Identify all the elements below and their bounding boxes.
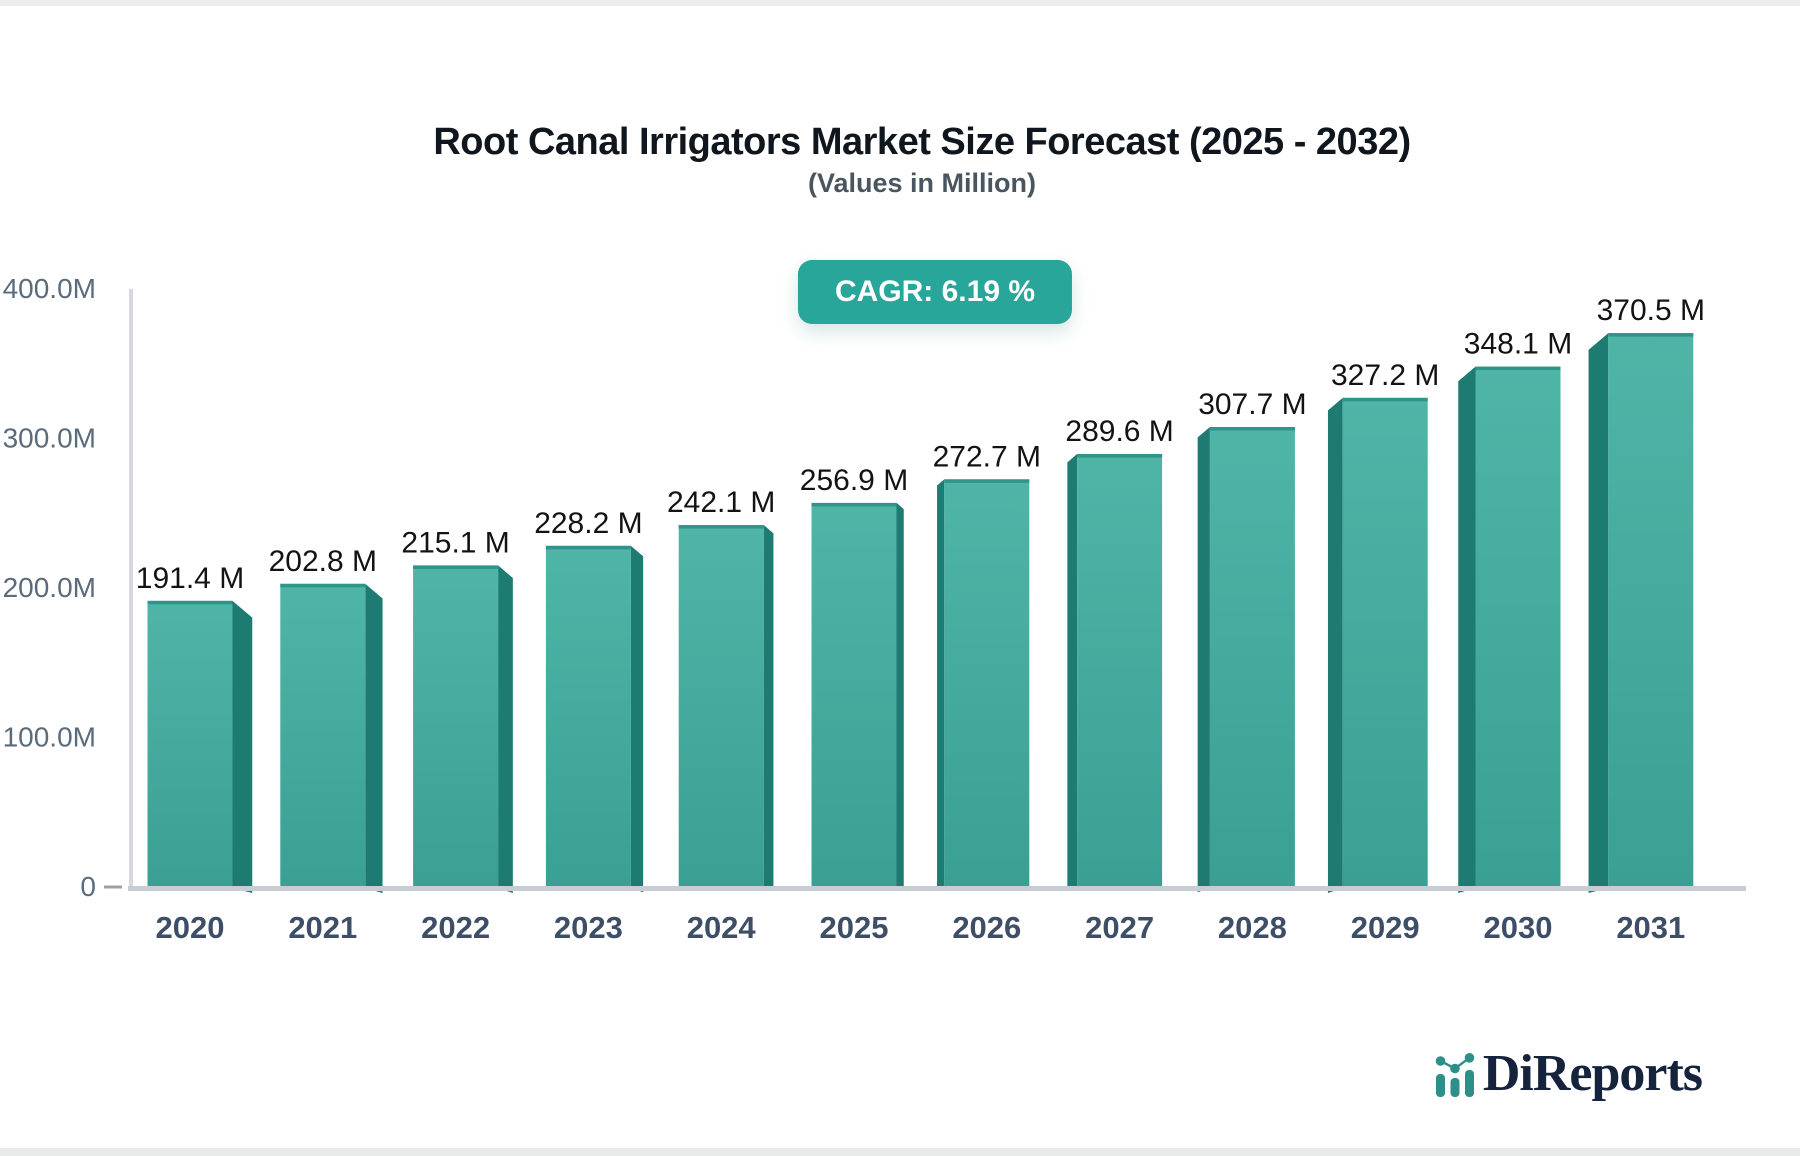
bar-side-face (937, 479, 945, 891)
year-label: 2022 (421, 910, 490, 945)
y-tick-label: 300.0M (3, 423, 96, 454)
logo-text: DiReports (1482, 1045, 1703, 1102)
bar-side-face (365, 583, 383, 893)
y-tick-label: 200.0M (3, 572, 96, 603)
direports-logo: DiReports (1435, 1038, 1703, 1102)
bar (1342, 397, 1428, 887)
bar (1209, 426, 1295, 887)
y-tick-label: 400.0M (3, 273, 96, 304)
bar-group-2028: 307.7 M 2028 (1197, 388, 1307, 945)
year-label: 2024 (687, 910, 757, 945)
bar-top-edge (1608, 333, 1694, 337)
bar-group-2031: 370.5 M 2031 (1588, 294, 1705, 945)
bar-side-face (1588, 333, 1609, 893)
bar-side-face (1327, 397, 1343, 893)
value-label: 307.7 M (1198, 388, 1306, 421)
bar-group-2025: 256.9 M 2025 (800, 464, 908, 945)
cagr-badge: CAGR: 6.19 % (797, 260, 1073, 324)
bar-side-face (1197, 426, 1210, 893)
bar (811, 502, 897, 887)
bar-chart-trend-icon (1435, 1053, 1475, 1097)
bar-side-face (630, 545, 644, 893)
bar-group-2023: 228.2 M 2023 (534, 507, 644, 945)
year-label: 2026 (952, 910, 1021, 945)
value-label: 256.9 M (800, 464, 908, 497)
value-label: 327.2 M (1331, 359, 1439, 392)
bar (678, 525, 764, 887)
bar-group-2020: 191.4 M 2020 (136, 562, 253, 945)
bar-side-face (763, 525, 774, 892)
bar-side-face (1067, 454, 1078, 892)
page-bottom-edge (0, 1148, 1800, 1156)
page-top-edge (0, 0, 1800, 6)
year-label: 2028 (1218, 910, 1287, 945)
bar (1475, 366, 1561, 887)
value-label: 272.7 M (933, 440, 1041, 473)
bar-top-edge (1342, 397, 1428, 402)
bar-top-edge (147, 600, 233, 605)
value-label: 191.4 M (136, 562, 244, 595)
year-label: 2023 (554, 910, 623, 945)
bar-top-edge (413, 565, 499, 569)
bar-top-edge (678, 525, 764, 529)
year-label: 2029 (1351, 910, 1420, 945)
value-label: 348.1 M (1464, 328, 1572, 361)
bar (1608, 333, 1694, 887)
bar (1077, 454, 1163, 887)
year-label: 2027 (1085, 910, 1154, 945)
value-label: 228.2 M (534, 507, 642, 540)
value-label: 202.8 M (269, 545, 377, 578)
bar-top-edge (1077, 454, 1163, 458)
year-label: 2025 (820, 910, 889, 945)
bar-group-2026: 272.7 M 2026 (933, 440, 1041, 945)
bar (147, 600, 233, 887)
bar-side-face (1458, 366, 1476, 893)
year-label: 2021 (288, 910, 357, 945)
bar-group-2022: 215.1 M 2022 (401, 526, 513, 945)
bar-group-2027: 289.6 M 2027 (1065, 415, 1173, 945)
year-label: 2020 (156, 910, 225, 945)
bar-top-edge (280, 583, 366, 588)
value-label: 370.5 M (1597, 294, 1705, 327)
bar (413, 565, 499, 887)
year-label: 2030 (1484, 910, 1553, 945)
bar (545, 545, 631, 887)
bar-side-face (232, 600, 253, 893)
bar-top-edge (1209, 426, 1295, 431)
bar-group-2029: 327.2 M 2029 (1327, 359, 1439, 945)
value-label: 215.1 M (401, 526, 509, 559)
bar-side-face (498, 565, 513, 893)
chart-subtitle: (Values in Million) (807, 168, 1037, 198)
bar-side-face (896, 502, 904, 891)
bar-top-edge (1475, 366, 1561, 371)
y-tick-label: 0 (80, 871, 96, 902)
bar-top-edge (944, 479, 1030, 483)
year-label: 2031 (1616, 910, 1685, 945)
chart-title: Root Canal Irrigators Market Size Foreca… (433, 121, 1411, 164)
bar-top-edge (545, 545, 631, 550)
value-label: 242.1 M (667, 486, 775, 519)
bar-group-2030: 348.1 M 2030 (1458, 328, 1572, 945)
bar (280, 583, 366, 887)
bar (944, 479, 1030, 887)
y-tick-label: 100.0M (3, 722, 96, 753)
bar-top-edge (811, 502, 897, 507)
bar-group-2024: 242.1 M 2024 (667, 486, 775, 945)
value-label: 289.6 M (1065, 415, 1173, 448)
bar-group-2021: 202.8 M 2021 (269, 545, 383, 945)
